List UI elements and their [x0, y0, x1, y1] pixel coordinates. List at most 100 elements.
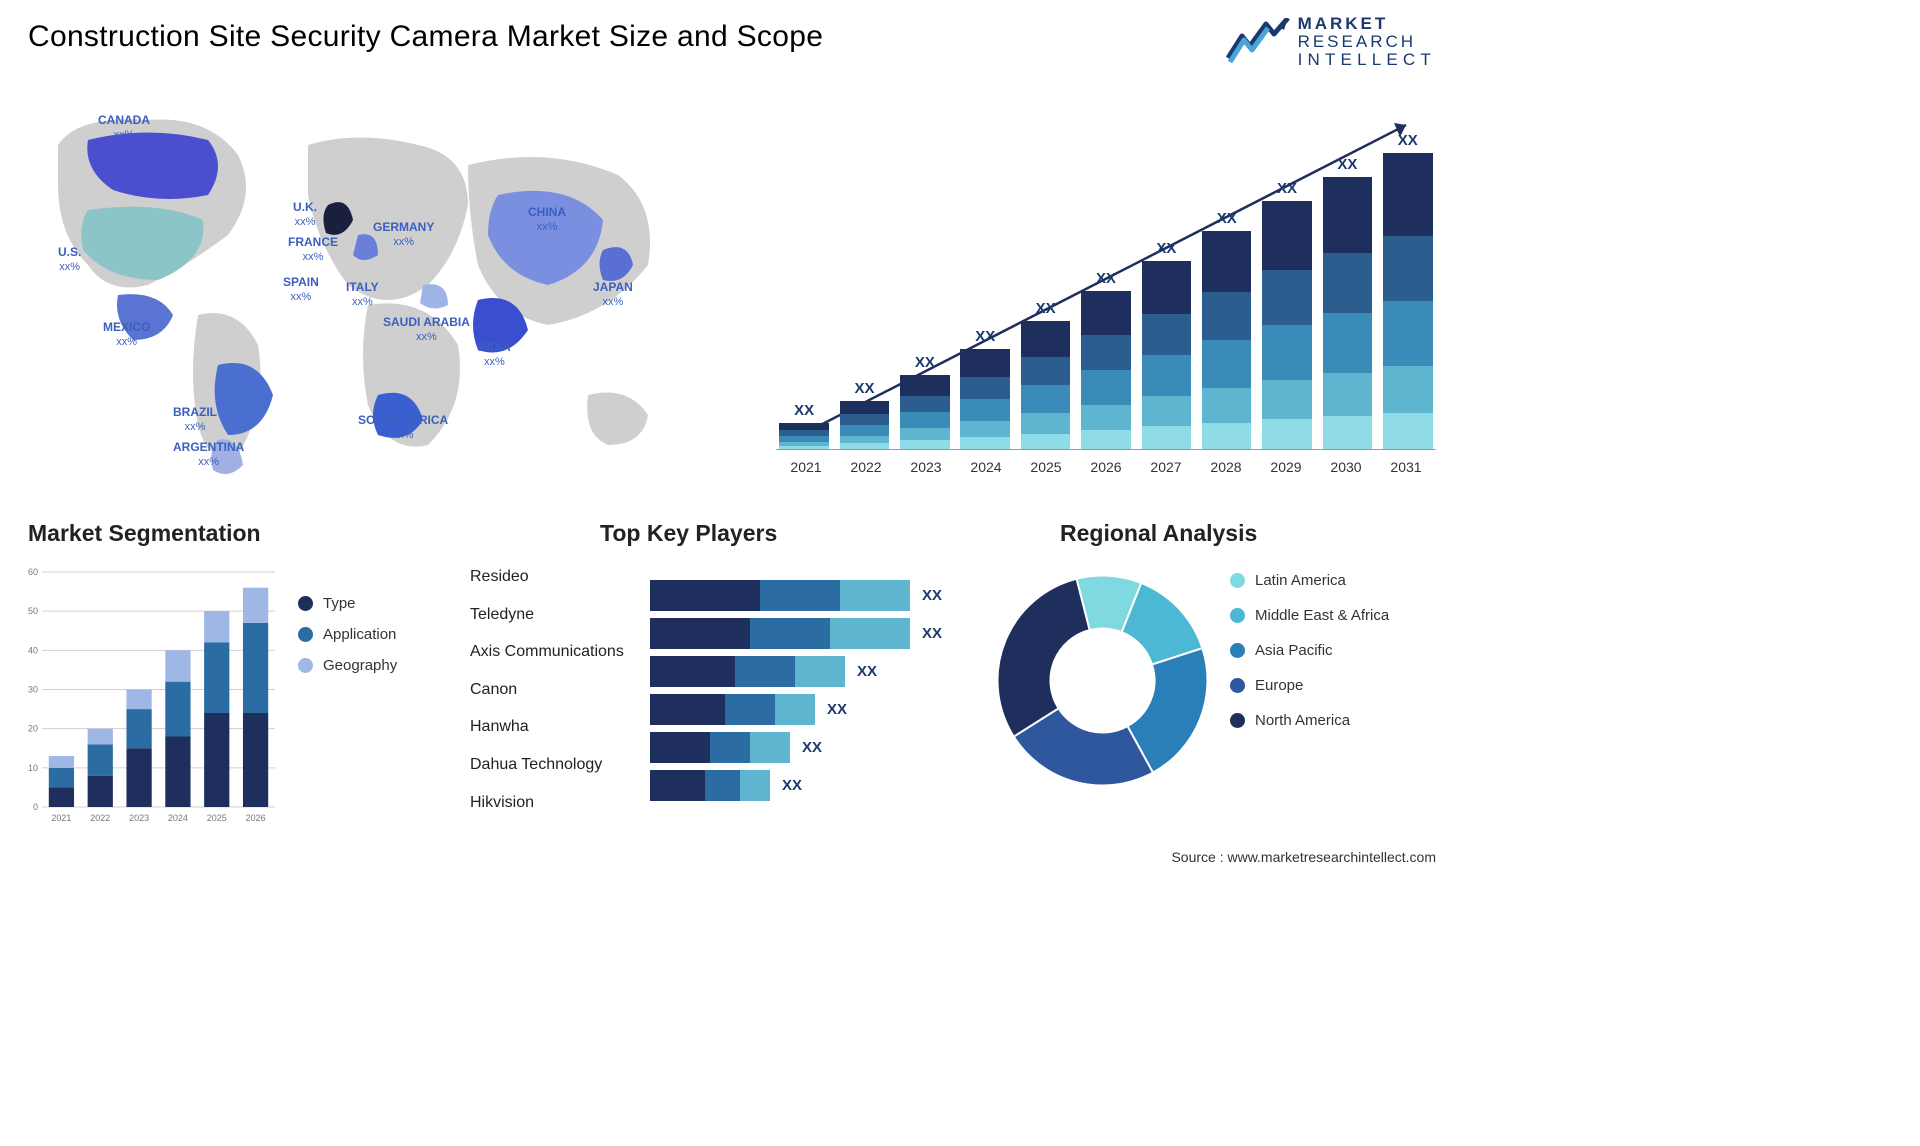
svg-text:60: 60 — [28, 567, 38, 577]
bar-year-label: 2026 — [1076, 459, 1136, 475]
map-label-southafrica: SOUTH AFRICAxx% — [358, 413, 448, 443]
world-map: CANADAxx% U.S.xx% MEXICOxx% BRAZILxx% ARGENT… — [28, 85, 708, 485]
bar-col-2025: XX — [1017, 300, 1073, 449]
bar-year-label: 2022 — [836, 459, 896, 475]
logo-text-2: RESEARCH — [1298, 33, 1436, 51]
bar-value-label: XX — [1217, 210, 1237, 227]
player-bar-row: XX — [650, 580, 970, 611]
bar-col-2031: XX — [1380, 132, 1436, 449]
player-name: Teledyne — [470, 596, 640, 634]
bar-col-2022: XX — [836, 380, 892, 449]
source-attribution: Source : www.marketresearchintellect.com — [1171, 849, 1436, 865]
bar-col-2023: XX — [897, 354, 953, 449]
seg-legend-item: Application — [298, 626, 397, 643]
segmentation-section: Market Segmentation 01020304050602021202… — [28, 520, 448, 547]
bar-year-label: 2028 — [1196, 459, 1256, 475]
bar-value-label: XX — [855, 380, 875, 397]
players-list: ResideoTeledyneAxis CommunicationsCanonH… — [470, 558, 640, 821]
svg-text:50: 50 — [28, 606, 38, 616]
bar-year-label: 2030 — [1316, 459, 1376, 475]
player-name: Dahua Technology — [470, 746, 640, 784]
bar-value-label: XX — [794, 402, 814, 419]
bar-year-label: 2023 — [896, 459, 956, 475]
player-bar-value: XX — [827, 701, 847, 718]
map-label-france: FRANCExx% — [288, 235, 338, 265]
player-bar-row: XX — [650, 618, 970, 649]
player-bar-value: XX — [922, 625, 942, 642]
bar-value-label: XX — [1398, 132, 1418, 149]
segmentation-chart: 0 10 20 30 40 50 60 2021 2022 2023 2024 2025 2026 — [20, 562, 280, 832]
segmentation-title: Market Segmentation — [28, 520, 448, 547]
map-label-spain: SPAINxx% — [283, 275, 319, 305]
bar-col-2028: XX — [1199, 210, 1255, 449]
players-title: Top Key Players — [600, 520, 970, 547]
map-label-argentina: ARGENTINAxx% — [173, 440, 244, 470]
map-label-japan: JAPANxx% — [593, 280, 633, 310]
player-name: Canon — [470, 671, 640, 709]
seg-legend-item: Type — [298, 595, 397, 612]
svg-text:0: 0 — [33, 802, 38, 812]
svg-text:2025: 2025 — [207, 813, 227, 823]
player-bar-row: XX — [650, 770, 970, 801]
player-bar-row: XX — [650, 656, 970, 687]
bar-col-2026: XX — [1078, 270, 1134, 449]
brand-logo: MARKET RESEARCH INTELLECT — [1226, 15, 1436, 69]
svg-text:2022: 2022 — [90, 813, 110, 823]
player-bar-value: XX — [802, 739, 822, 756]
map-label-us: U.S.xx% — [58, 245, 81, 275]
donut-chart — [990, 568, 1215, 793]
regional-legend-item: Asia Pacific — [1230, 642, 1389, 659]
player-bar-value: XX — [922, 587, 942, 604]
bar-col-2027: XX — [1138, 240, 1194, 449]
bar-value-label: XX — [1036, 300, 1056, 317]
bar-year-label: 2027 — [1136, 459, 1196, 475]
bar-year-label: 2029 — [1256, 459, 1316, 475]
bar-col-2029: XX — [1259, 180, 1315, 449]
players-bars: XX XX XX XX XX XX — [650, 580, 970, 808]
player-bar-row: XX — [650, 694, 970, 725]
logo-text-3: INTELLECT — [1298, 51, 1436, 69]
svg-text:2021: 2021 — [51, 813, 71, 823]
bar-col-2024: XX — [957, 328, 1013, 449]
bar-year-label: 2024 — [956, 459, 1016, 475]
bar-col-2021: XX — [776, 402, 832, 449]
player-name: Resideo — [470, 558, 640, 596]
bar-col-2030: XX — [1319, 156, 1375, 449]
bar-value-label: XX — [1156, 240, 1176, 257]
map-label-germany: GERMANYxx% — [373, 220, 434, 250]
seg-legend-item: Geography — [298, 657, 397, 674]
bar-value-label: XX — [975, 328, 995, 345]
logo-icon — [1226, 18, 1290, 66]
svg-text:40: 40 — [28, 645, 38, 655]
map-label-italy: ITALYxx% — [346, 280, 379, 310]
bar-value-label: XX — [1337, 156, 1357, 173]
player-bar-value: XX — [782, 777, 802, 794]
segmentation-legend: Type Application Geography — [298, 595, 397, 688]
regional-legend-item: Latin America — [1230, 572, 1389, 589]
regional-section: Regional Analysis Latin AmericaMiddle Ea… — [1000, 520, 1440, 547]
bar-year-label: 2021 — [776, 459, 836, 475]
regional-title: Regional Analysis — [1060, 520, 1440, 547]
bar-value-label: XX — [1096, 270, 1116, 287]
svg-text:2024: 2024 — [168, 813, 188, 823]
regional-legend-item: Middle East & Africa — [1230, 607, 1389, 624]
svg-text:2026: 2026 — [246, 813, 266, 823]
logo-text-1: MARKET — [1298, 15, 1436, 33]
svg-text:2023: 2023 — [129, 813, 149, 823]
bar-value-label: XX — [1277, 180, 1297, 197]
map-label-india: INDIAxx% — [478, 340, 511, 370]
player-bar-value: XX — [857, 663, 877, 680]
svg-text:20: 20 — [28, 724, 38, 734]
svg-text:30: 30 — [28, 685, 38, 695]
map-label-mexico: MEXICOxx% — [103, 320, 150, 350]
map-label-brazil: BRAZILxx% — [173, 405, 217, 435]
players-section: Top Key Players ResideoTeledyneAxis Comm… — [470, 520, 970, 547]
map-label-uk: U.K.xx% — [293, 200, 317, 230]
map-label-canada: CANADAxx% — [98, 113, 150, 143]
regional-legend-item: Europe — [1230, 677, 1389, 694]
player-name: Hanwha — [470, 708, 640, 746]
map-label-china: CHINAxx% — [528, 205, 566, 235]
svg-text:10: 10 — [28, 763, 38, 773]
bar-year-label: 2025 — [1016, 459, 1076, 475]
player-bar-row: XX — [650, 732, 970, 763]
